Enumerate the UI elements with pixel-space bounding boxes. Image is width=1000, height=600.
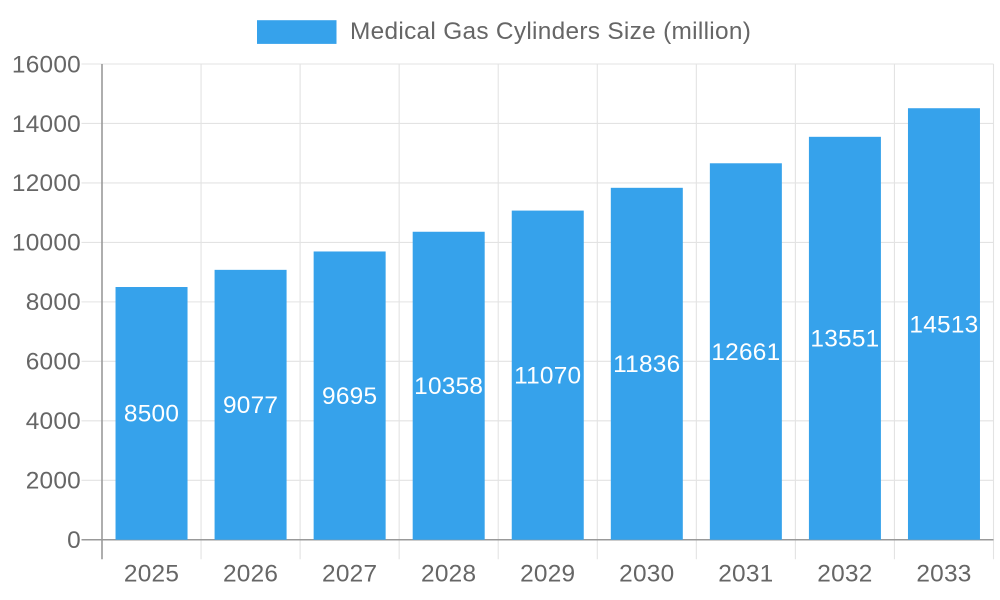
svg-text:4000: 4000	[26, 408, 81, 435]
svg-text:2025: 2025	[124, 561, 179, 588]
svg-text:10000: 10000	[12, 230, 81, 257]
svg-text:6000: 6000	[26, 349, 81, 376]
svg-text:11836: 11836	[613, 351, 680, 378]
svg-text:Medical Gas Cylinders Size (mi: Medical Gas Cylinders Size (million)	[350, 18, 751, 45]
svg-text:8500: 8500	[124, 401, 179, 428]
svg-text:2026: 2026	[223, 561, 278, 588]
svg-text:9695: 9695	[322, 383, 377, 410]
svg-text:16000: 16000	[12, 51, 81, 78]
svg-text:2029: 2029	[520, 561, 575, 588]
svg-text:2028: 2028	[421, 561, 476, 588]
svg-text:2000: 2000	[26, 468, 81, 495]
svg-text:11070: 11070	[514, 362, 581, 389]
svg-text:12000: 12000	[12, 170, 81, 197]
svg-text:2030: 2030	[619, 561, 674, 588]
svg-text:2033: 2033	[916, 561, 971, 588]
svg-text:2027: 2027	[322, 561, 377, 588]
svg-text:0: 0	[67, 527, 81, 554]
svg-text:12661: 12661	[711, 339, 780, 366]
svg-text:14000: 14000	[12, 111, 81, 138]
svg-text:8000: 8000	[26, 289, 81, 316]
svg-text:2032: 2032	[817, 561, 872, 588]
svg-text:2031: 2031	[718, 561, 773, 588]
svg-text:10358: 10358	[414, 373, 483, 400]
svg-text:13551: 13551	[810, 326, 879, 353]
svg-text:14513: 14513	[909, 311, 978, 338]
svg-text:9077: 9077	[223, 392, 278, 419]
